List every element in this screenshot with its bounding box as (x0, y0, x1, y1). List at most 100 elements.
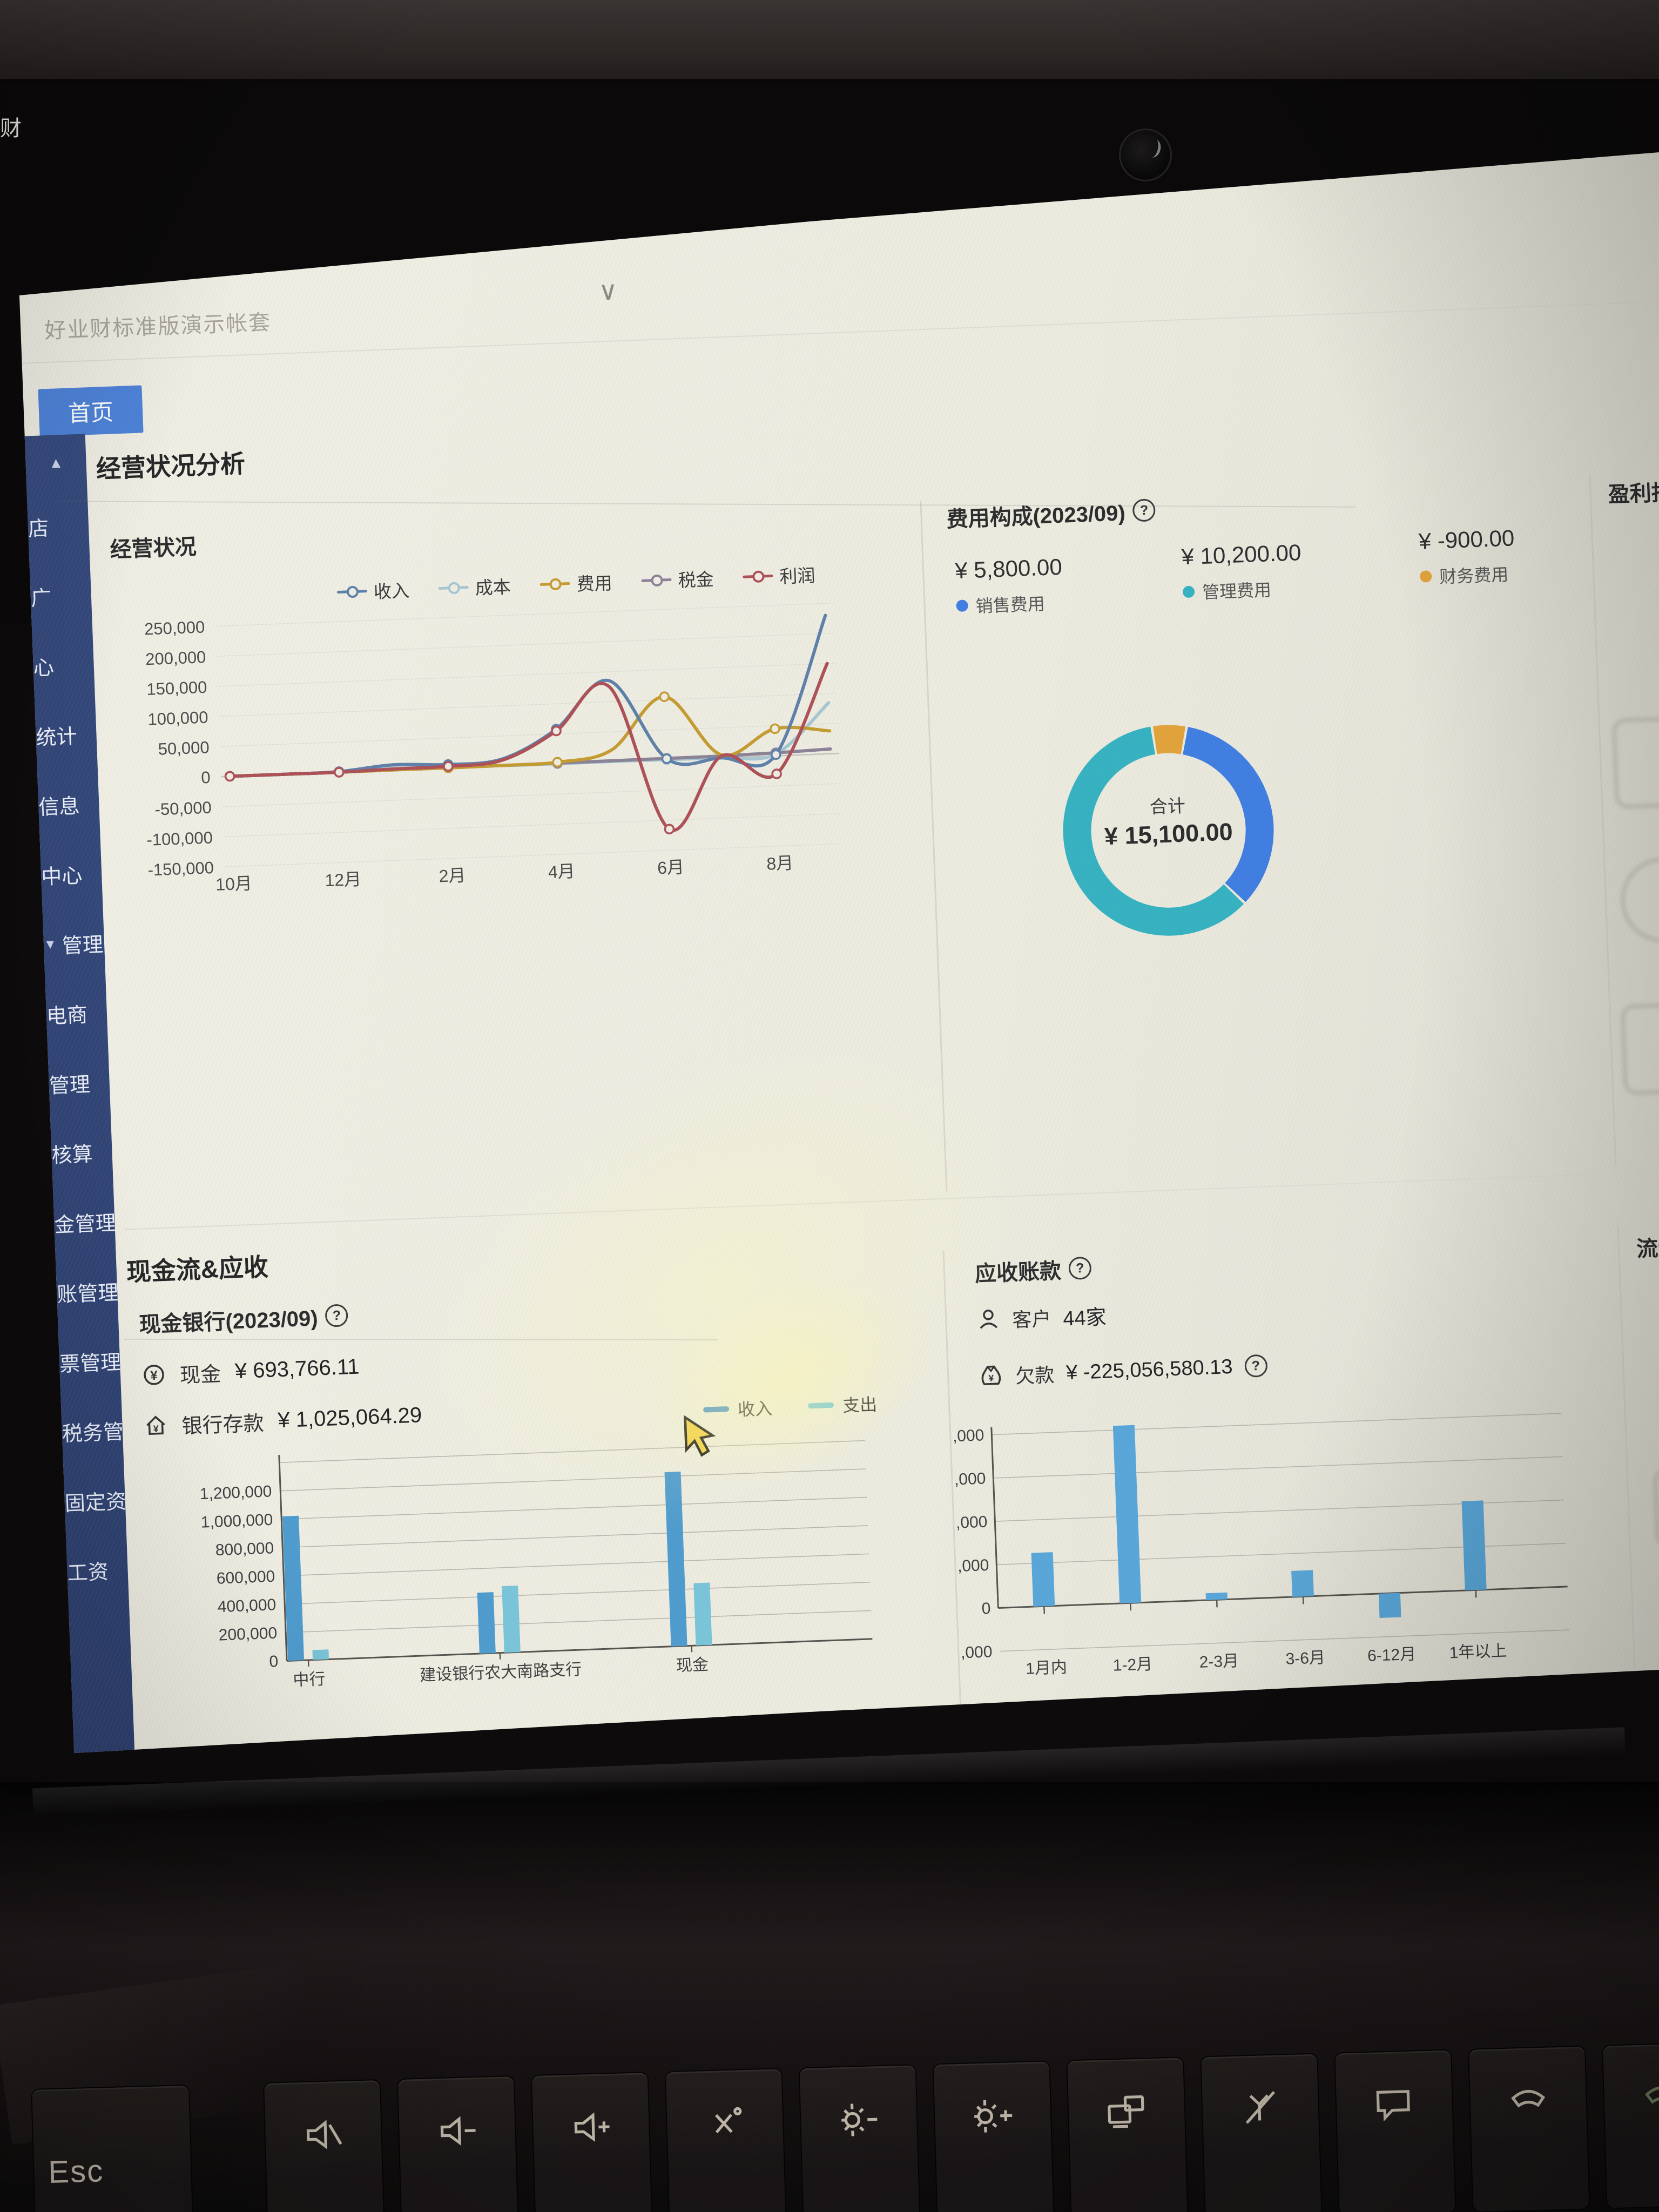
help-icon[interactable]: ? (325, 1304, 349, 1327)
key-phone[interactable] (1468, 2045, 1590, 2212)
key-answer-green[interactable] (1601, 2041, 1659, 2209)
sidebar-item-2[interactable]: 广 (29, 559, 92, 631)
account-set-name[interactable]: 好业财标准版演示帐套 (44, 311, 272, 343)
donut-slice-管理费用 (1063, 726, 1244, 936)
expense-donut-chart[interactable] (1023, 685, 1314, 976)
sidebar-item-5[interactable]: 信息 (37, 768, 100, 840)
key-mic-mute[interactable] (664, 2068, 787, 2212)
svg-text:1-2月: 1-2月 (1112, 1655, 1153, 1675)
watermark-shape (1611, 715, 1659, 810)
mic-mute-icon (715, 2107, 742, 2134)
bar-收入-中行 (282, 1515, 305, 1661)
expense-stat-amount: ¥ 5,800.00 (954, 554, 1063, 584)
sidebar-item-label: 中心 (41, 865, 83, 889)
sidebar-item-label: 广 (30, 586, 52, 611)
person-icon (980, 1309, 998, 1329)
sidebar-item-label: 核算 (51, 1143, 93, 1168)
svg-text:1,000,000: 1,000,000 (200, 1511, 273, 1532)
cash-row-现金: ¥ 现金 ¥ 693,766.11 (141, 1352, 360, 1390)
key-esc-label: Esc (48, 2153, 105, 2190)
mouse-cursor (684, 1415, 716, 1457)
line-series-marker-icon (336, 585, 368, 598)
card-title-expense-text: 费用构成(2023/09) (946, 501, 1126, 532)
svg-text:200,000: 200,000 (145, 648, 206, 669)
svg-text:250,000: 250,000 (144, 617, 205, 638)
sidebar-item-7[interactable]: 管理 ▼ (43, 908, 106, 980)
bar-支出-建设银行农大南路支行 (502, 1585, 521, 1653)
sidebar-item-label: 统计 (35, 725, 78, 750)
legend-item-成本[interactable]: 成本 (438, 572, 511, 601)
svg-text:-50,000: -50,000 (154, 798, 212, 819)
legend-label: 成本 (475, 577, 511, 598)
operating-trend-chart[interactable]: 250,000 200,000 150,000 100,000 50,000 0 -50,0… (129, 590, 858, 920)
brightness-down-icon (841, 2103, 878, 2136)
svg-text:6-12月: 6-12月 (1367, 1645, 1417, 1665)
key-volume-up[interactable] (530, 2072, 653, 2212)
key-volume-down[interactable] (396, 2075, 520, 2212)
key-mute[interactable] (262, 2079, 386, 2212)
help-icon[interactable]: ? (1068, 1256, 1092, 1280)
svg-text:0: 0 (201, 768, 211, 787)
svg-text:150,000: 150,000 (146, 678, 207, 699)
divider (1589, 475, 1617, 1167)
sidebar-item-15[interactable]: 固定资产 (63, 1465, 126, 1536)
key-wireless[interactable] (1200, 2053, 1323, 2212)
line-chart-plot: 250,000 200,000 150,000 100,000 50,000 0 -50,0… (144, 602, 843, 894)
debt-row: ¥ 欠款 ¥ -225,056,580.13 ? (978, 1352, 1268, 1391)
legend-item-税金[interactable]: 税金 (641, 565, 714, 594)
sidebar-item-8[interactable]: 电商 (45, 977, 108, 1049)
key-brightness-up[interactable] (932, 2060, 1055, 2212)
sidebar-item-12[interactable]: 账管理 (56, 1256, 119, 1327)
sidebar-item-11[interactable]: 金管理 (53, 1186, 116, 1258)
sidebar-collapse-arrow-up-icon[interactable]: ▲ (48, 454, 64, 471)
sidebar-item-label: 金管理 (53, 1212, 116, 1237)
legend-dash-icon (703, 1406, 730, 1413)
customer-row: 客户 44家 (976, 1300, 1107, 1335)
key-brightness-down[interactable] (798, 2064, 921, 2212)
legend-item-支出[interactable]: 支出 (807, 1391, 878, 1419)
lid-seam (0, 79, 1659, 84)
sidebar-item-14[interactable]: 税务管理 (60, 1395, 124, 1467)
key-display-toggle[interactable] (1066, 2056, 1189, 2212)
legend-item-利润[interactable]: 利润 (742, 561, 815, 590)
debt-amount: ¥ -225,056,580.13 (1065, 1355, 1233, 1384)
phone-icon (1511, 2090, 1546, 2108)
key-chat[interactable] (1334, 2049, 1456, 2212)
display-toggle-icon (1108, 2095, 1144, 2128)
help-icon[interactable]: ? (1244, 1354, 1268, 1378)
customer-count: 44家 (1062, 1306, 1107, 1331)
bar-aging-1-2月 (1112, 1425, 1142, 1604)
chevron-down-icon[interactable]: ∨ (598, 276, 618, 306)
watermark-shape (1618, 855, 1659, 945)
svg-text:100,000: 100,000 (953, 1513, 988, 1533)
svg-text:中行: 中行 (293, 1670, 326, 1689)
sidebar-item-13[interactable]: 票管理 (58, 1325, 121, 1397)
svg-text:600,000: 600,000 (216, 1568, 275, 1588)
cash-bank-bar-chart[interactable]: 1,200,000 1,000,000 800,000 600,000 400,000 2… (144, 1419, 942, 1735)
svg-text:3-6月: 3-6月 (1285, 1649, 1326, 1668)
help-icon[interactable]: ? (1132, 498, 1156, 522)
line-series-marker-icon (539, 577, 570, 591)
sidebar-item-3[interactable]: 心 (32, 629, 95, 701)
section-title-cashflow: 现金流&应收 (125, 1252, 269, 1286)
legend-dot-icon (1182, 585, 1195, 598)
legend-item-费用[interactable]: 费用 (539, 569, 613, 597)
sidebar-item-16[interactable]: 工资 (66, 1534, 129, 1606)
tab-home[interactable]: 首页 (38, 385, 144, 437)
sidebar-item-9[interactable]: 管理 (48, 1047, 111, 1119)
mute-icon (306, 2120, 342, 2150)
legend-item-收入[interactable]: 收入 (336, 576, 410, 605)
sidebar-item-10[interactable]: 核算 (50, 1117, 113, 1189)
screen-scratch (59, 501, 1356, 508)
sidebar-item-label: 管理 (49, 1073, 91, 1098)
sidebar-item-label: 店 (28, 517, 49, 541)
key-esc[interactable]: Esc (31, 2084, 194, 2212)
divider (920, 501, 948, 1192)
cash-chart-legend: 收入 支出 (703, 1391, 878, 1422)
debt-label: 欠款 (1015, 1364, 1055, 1387)
sidebar-item-6[interactable]: 中心 (40, 838, 103, 910)
sidebar-item-4[interactable]: 统计 (35, 699, 98, 771)
legend-ring (346, 585, 359, 598)
